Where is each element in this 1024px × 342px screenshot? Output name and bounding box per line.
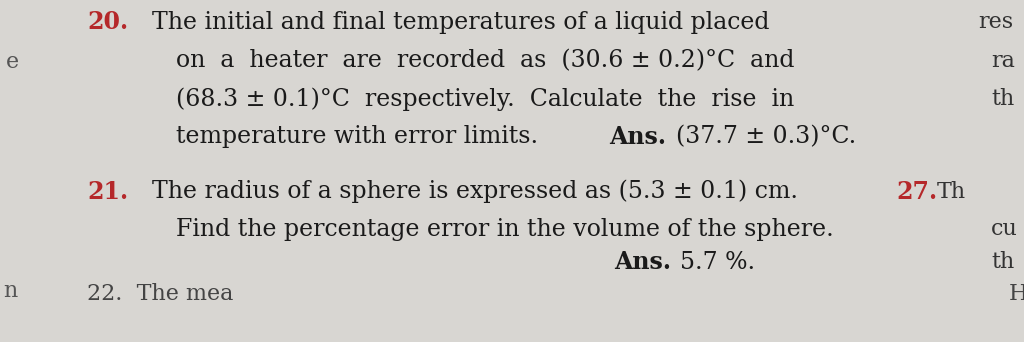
Text: (37.7 ± 0.3)°C.: (37.7 ± 0.3)°C. (676, 125, 856, 148)
Text: 5.7 %.: 5.7 %. (680, 251, 755, 274)
Text: temperature with error limits.: temperature with error limits. (176, 125, 539, 148)
Text: Th: Th (937, 181, 966, 202)
Text: Ans.: Ans. (609, 125, 667, 149)
Text: Ans.: Ans. (614, 250, 672, 275)
Text: 27.: 27. (896, 180, 937, 203)
Text: ra: ra (991, 50, 1015, 72)
Text: (68.3 ± 0.1)°C  respectively.  Calculate  the  rise  in: (68.3 ± 0.1)°C respectively. Calculate t… (176, 88, 795, 111)
Text: Find the percentage error in the volume of the sphere.: Find the percentage error in the volume … (176, 218, 834, 241)
Text: th: th (991, 251, 1015, 274)
Text: 20.: 20. (87, 10, 128, 34)
Text: cu: cu (991, 218, 1018, 240)
Text: res: res (978, 11, 1013, 33)
Text: The initial and final temperatures of a liquid placed: The initial and final temperatures of a … (152, 11, 769, 34)
Text: The radius of a sphere is expressed as (5.3 ± 0.1) cm.: The radius of a sphere is expressed as (… (152, 180, 798, 203)
Text: 21.: 21. (87, 180, 128, 203)
Text: n: n (3, 280, 17, 302)
Text: th: th (991, 88, 1015, 110)
Text: on  a  heater  are  recorded  as  (30.6 ± 0.2)°C  and: on a heater are recorded as (30.6 ± 0.2)… (176, 49, 795, 72)
Text: H: H (1009, 283, 1024, 305)
Text: e: e (6, 51, 19, 73)
Text: 22.  The mea: 22. The mea (87, 283, 233, 305)
